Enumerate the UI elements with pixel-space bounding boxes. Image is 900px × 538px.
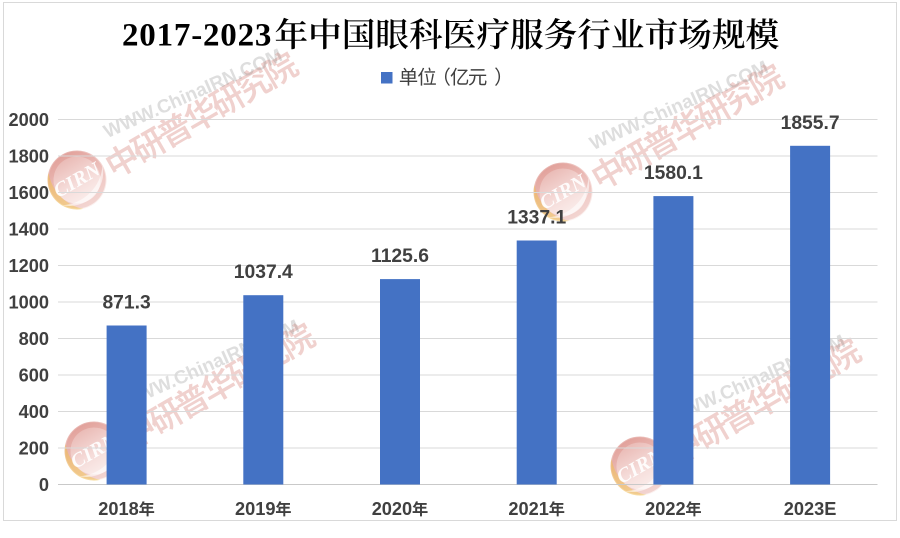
svg-text:800: 800 xyxy=(19,329,49,349)
svg-text:2000: 2000 xyxy=(9,110,49,130)
svg-text:1337.1: 1337.1 xyxy=(507,208,566,229)
svg-text:1600: 1600 xyxy=(9,183,49,203)
svg-text:1000: 1000 xyxy=(9,293,49,313)
svg-text:1125.6: 1125.6 xyxy=(371,246,429,267)
svg-text:200: 200 xyxy=(19,439,49,459)
svg-text:1580.1: 1580.1 xyxy=(644,163,703,184)
svg-text:2018: 2018 xyxy=(98,499,138,519)
svg-text:1037.4: 1037.4 xyxy=(234,262,293,283)
svg-text:0: 0 xyxy=(39,475,49,495)
svg-text:2019: 2019 xyxy=(235,499,275,519)
svg-text:1200: 1200 xyxy=(9,256,49,276)
svg-text:871.3: 871.3 xyxy=(102,293,151,314)
svg-text:2017-2023: 2017-2023 xyxy=(122,18,272,54)
svg-text:1400: 1400 xyxy=(9,220,49,240)
svg-text:1800: 1800 xyxy=(9,147,49,167)
svg-text:2020: 2020 xyxy=(372,499,412,519)
svg-text:600: 600 xyxy=(19,366,49,386)
svg-text:400: 400 xyxy=(19,402,49,422)
svg-text:2022: 2022 xyxy=(645,499,685,519)
svg-text:2021: 2021 xyxy=(508,499,548,519)
svg-text:2023E: 2023E xyxy=(784,499,837,519)
svg-text:1855.7: 1855.7 xyxy=(781,113,840,134)
